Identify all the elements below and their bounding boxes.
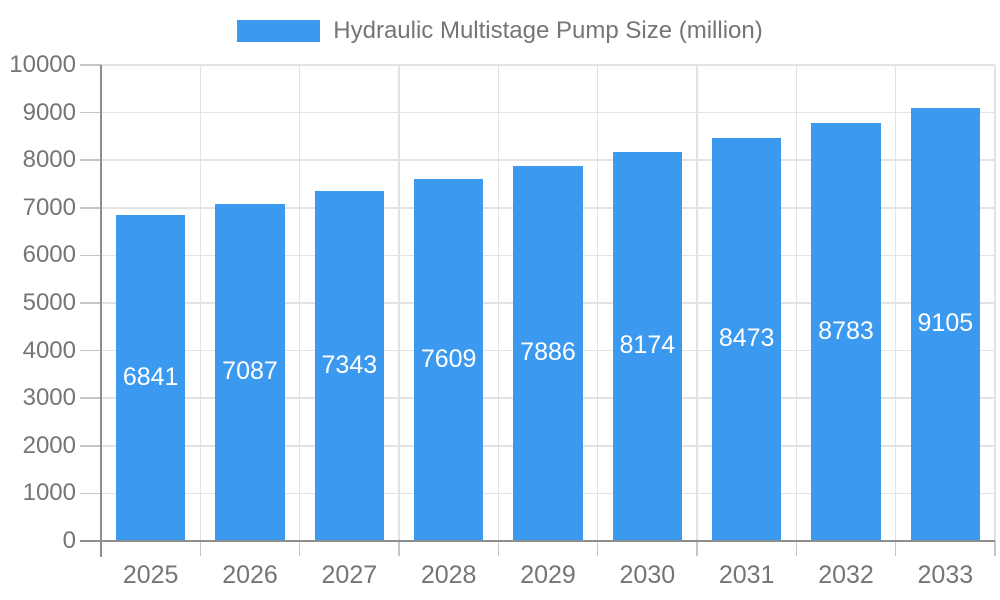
y-axis-tick — [80, 302, 101, 304]
y-axis-label: 7000 — [22, 193, 76, 221]
y-axis-label: 5000 — [22, 289, 76, 316]
x-axis-label: 2029 — [520, 561, 576, 589]
y-axis-tick — [80, 349, 101, 352]
y-axis-tick — [80, 64, 101, 66]
y-axis-label: 6000 — [22, 241, 76, 269]
x-axis-label: 2030 — [619, 561, 676, 589]
y-axis-label: 3000 — [22, 384, 76, 412]
y-axis-tick — [80, 492, 101, 495]
bar-value-label: 8473 — [718, 324, 775, 353]
bar[interactable]: 6841 — [115, 215, 186, 540]
bar[interactable]: 7343 — [314, 191, 385, 540]
bar-value-label: 7343 — [321, 351, 378, 380]
y-axis-tick — [80, 207, 101, 209]
x-axis-tick — [497, 541, 500, 556]
bar-value-label: 7886 — [520, 338, 576, 367]
x-axis-label: 2028 — [420, 561, 477, 589]
legend[interactable]: Hydraulic Multistage Pump Size (million) — [0, 16, 1000, 46]
bar-value-label: 9105 — [917, 309, 974, 338]
gridline-vertical — [398, 65, 400, 541]
x-axis-tick — [696, 541, 698, 556]
gridline-vertical — [497, 65, 500, 541]
y-axis-label: 8000 — [22, 146, 76, 174]
gridline-vertical — [894, 65, 897, 541]
gridline-vertical — [596, 65, 599, 541]
x-axis-line — [80, 540, 995, 542]
y-axis-tick — [80, 159, 101, 161]
bar[interactable]: 7087 — [215, 203, 285, 540]
bar-value-label: 6841 — [122, 363, 179, 392]
bar-value-label: 7087 — [222, 357, 278, 386]
y-axis-label: 9000 — [22, 98, 76, 126]
bar[interactable]: 8783 — [811, 122, 881, 540]
gridline-vertical — [298, 65, 301, 541]
y-axis-tick — [80, 397, 101, 399]
bar-value-label: 8174 — [619, 331, 676, 360]
y-axis-line — [100, 65, 102, 557]
bar[interactable]: 7886 — [513, 165, 583, 540]
y-axis-tick — [80, 111, 101, 114]
gridline-horizontal — [101, 111, 995, 114]
x-axis-tick — [994, 541, 996, 556]
legend-label: Hydraulic Multistage Pump Size (million) — [333, 17, 763, 44]
x-axis-label: 2026 — [222, 561, 278, 589]
x-axis-tick — [398, 541, 400, 556]
y-axis-label: 0 — [62, 527, 76, 554]
x-axis-label: 2033 — [917, 561, 974, 589]
y-axis-label: 10000 — [9, 51, 76, 78]
legend-swatch — [237, 20, 321, 42]
gridline-vertical — [994, 65, 996, 541]
gridline-horizontal — [101, 64, 995, 66]
y-axis-label: 2000 — [22, 431, 76, 459]
x-axis-label: 2027 — [321, 561, 378, 589]
bar[interactable]: 8473 — [711, 137, 782, 540]
x-axis-tick — [298, 541, 301, 556]
y-axis-tick — [80, 445, 101, 447]
bar[interactable]: 9105 — [910, 107, 981, 540]
x-axis-label: 2032 — [818, 561, 874, 589]
x-axis-label: 2031 — [718, 561, 775, 589]
bar-value-label: 8783 — [818, 316, 874, 345]
gridline-vertical — [795, 65, 798, 541]
bar-value-label: 7609 — [420, 344, 477, 373]
x-axis-tick — [596, 541, 599, 556]
y-axis-label: 1000 — [22, 479, 76, 507]
x-axis-label: 2025 — [122, 561, 179, 589]
x-axis-tick — [199, 541, 202, 556]
gridline-vertical — [696, 65, 698, 541]
y-axis-label: 4000 — [22, 336, 76, 364]
gridline-vertical — [199, 65, 202, 541]
gridline-horizontal — [101, 159, 995, 161]
y-axis-tick — [80, 254, 101, 257]
bar[interactable]: 8174 — [612, 151, 683, 540]
x-axis-tick — [795, 541, 798, 556]
bar[interactable]: 7609 — [413, 178, 484, 540]
x-axis-tick — [894, 541, 897, 556]
